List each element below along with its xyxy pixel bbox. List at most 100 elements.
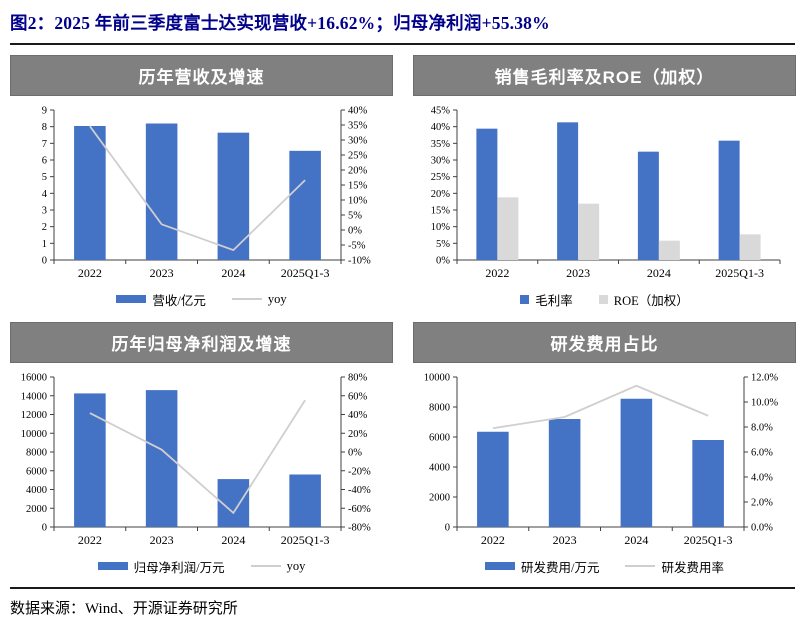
svg-text:4: 4 <box>42 189 48 200</box>
svg-text:2023: 2023 <box>566 266 590 280</box>
svg-text:2025Q1-3: 2025Q1-3 <box>684 533 733 547</box>
panel-net-profit: 历年归母净利润及增速 0 2000 4000 6000 8000 10000 12000 14… <box>10 322 393 575</box>
panel-rnd-expense-header: 研发费用占比 <box>413 322 796 363</box>
svg-text:6000: 6000 <box>429 433 450 444</box>
svg-text:4.0%: 4.0% <box>751 473 773 484</box>
svg-text:40%: 40% <box>431 122 451 133</box>
data-source: 数据来源：Wind、开源证券研究所 <box>10 587 795 618</box>
legend-bar-swatch <box>485 562 515 570</box>
svg-text:2000: 2000 <box>26 504 47 515</box>
svg-text:2022: 2022 <box>78 266 102 280</box>
svg-text:0.0%: 0.0% <box>751 523 773 534</box>
legend-item: ROE（加权） <box>598 290 689 309</box>
svg-text:5: 5 <box>42 172 47 183</box>
revenue-legend: 营收/亿元 yoy <box>10 290 393 308</box>
legend-item: 营收/亿元 <box>116 290 206 309</box>
svg-text:35%: 35% <box>348 121 368 132</box>
legend-line-swatch <box>250 565 281 567</box>
legend-label: 归母净利润/万元 <box>133 560 225 575</box>
legend-label: 毛利率 <box>535 293 573 308</box>
legend-bar-swatch <box>97 562 128 570</box>
svg-text:10000: 10000 <box>21 429 47 440</box>
svg-text:2: 2 <box>42 222 47 233</box>
svg-text:0%: 0% <box>436 256 450 267</box>
svg-text:20%: 20% <box>431 189 451 200</box>
svg-text:4000: 4000 <box>26 485 47 496</box>
svg-text:30%: 30% <box>431 156 451 167</box>
panel-margin-roe-header: 销售毛利率及ROE（加权） <box>413 55 796 96</box>
svg-text:5%: 5% <box>436 239 450 250</box>
legend-item: yoy <box>250 558 306 574</box>
svg-text:6.0%: 6.0% <box>751 448 773 459</box>
svg-text:0: 0 <box>42 256 47 267</box>
svg-text:4000: 4000 <box>429 463 450 474</box>
svg-text:2022: 2022 <box>485 266 509 280</box>
legend-label: 营收/亿元 <box>152 293 206 308</box>
svg-text:1: 1 <box>42 239 47 250</box>
svg-text:30%: 30% <box>348 136 368 147</box>
svg-text:2025Q1-3: 2025Q1-3 <box>281 266 330 280</box>
svg-text:10%: 10% <box>348 196 368 207</box>
legend-label: yoy <box>286 558 306 573</box>
legend-item: 研发费用率 <box>625 557 724 576</box>
legend-item: 归母净利润/万元 <box>97 557 225 576</box>
margin-roe-chart: 0% 5% 10% 15% 20% 25% 30% 35% 40% 45% 2022 2023 2024… <box>431 106 781 280</box>
panel-net-profit-header: 历年归母净利润及增速 <box>10 322 393 363</box>
legend-item: yoy <box>231 291 287 307</box>
legend-square-swatch <box>520 294 530 304</box>
svg-text:-80%: -80% <box>348 523 371 534</box>
panel-net-profit-title: 历年归母净利润及增速 <box>111 335 292 354</box>
legend-label: 研发费用/万元 <box>521 560 600 575</box>
svg-text:10%: 10% <box>431 222 451 233</box>
svg-text:2025Q1-3: 2025Q1-3 <box>715 266 764 280</box>
svg-text:6: 6 <box>42 156 47 167</box>
margin-roe-legend: 毛利率 ROE（加权） <box>413 290 796 308</box>
svg-text:15%: 15% <box>348 181 368 192</box>
legend-label: yoy <box>267 291 287 306</box>
svg-text:8000: 8000 <box>429 403 450 414</box>
svg-text:0: 0 <box>445 523 450 534</box>
svg-text:25%: 25% <box>348 151 368 162</box>
svg-text:2023: 2023 <box>553 533 577 547</box>
rnd-expense-legend: 研发费用/万元 研发费用率 <box>413 557 796 575</box>
legend-line-swatch <box>625 565 656 567</box>
net-profit-legend: 归母净利润/万元 yoy <box>10 557 393 575</box>
rnd-expense-chart: 0 2000 4000 6000 8000 10000 0.0% 2.0% 4.0% 6.0% 8.… <box>424 373 779 548</box>
svg-text:-10%: -10% <box>348 256 371 267</box>
svg-text:10000: 10000 <box>424 373 450 384</box>
legend-label: ROE（加权） <box>613 293 689 308</box>
legend-label: 研发费用率 <box>661 560 724 575</box>
svg-text:2022: 2022 <box>481 533 505 547</box>
svg-text:0: 0 <box>42 523 47 534</box>
panel-rnd-expense-title: 研发费用占比 <box>550 335 659 354</box>
svg-text:12000: 12000 <box>21 410 47 421</box>
svg-text:7: 7 <box>42 139 47 150</box>
panel-rnd-expense: 研发费用占比 0 2000 4000 6000 8000 10000 0.0% 2.0% 4.0… <box>413 322 796 575</box>
svg-text:60%: 60% <box>348 391 368 402</box>
panel-margin-roe: 销售毛利率及ROE（加权） 0% 5% 10% 15% 20% 25% 30% 35% 40% 4… <box>413 55 796 308</box>
svg-text:16000: 16000 <box>21 373 47 384</box>
svg-text:9: 9 <box>42 106 47 117</box>
svg-text:2023: 2023 <box>150 266 174 280</box>
svg-text:10.0%: 10.0% <box>751 398 778 409</box>
svg-text:25%: 25% <box>431 172 451 183</box>
svg-text:12.0%: 12.0% <box>751 373 778 384</box>
svg-text:2025Q1-3: 2025Q1-3 <box>281 533 330 547</box>
svg-text:2000: 2000 <box>429 493 450 504</box>
legend-bar-swatch <box>116 295 147 303</box>
svg-text:2.0%: 2.0% <box>751 498 773 509</box>
panel-revenue: 历年营收及增速 0 1 2 3 4 5 6 7 8 9 -10% -5% 0% 5% 10% 15% 20% 25… <box>10 55 393 308</box>
panel-margin-roe-title: 销售毛利率及ROE（加权） <box>494 68 715 87</box>
panel-revenue-header: 历年营收及增速 <box>10 55 393 96</box>
svg-text:80%: 80% <box>348 373 368 384</box>
charts-grid: 历年营收及增速 0 1 2 3 4 5 6 7 8 9 -10% -5% 0% 5% 10% 15% 20% 25… <box>10 55 796 575</box>
svg-text:40%: 40% <box>348 410 368 421</box>
net-profit-chart: 0 2000 4000 6000 8000 10000 12000 14000 16000 -80… <box>21 373 371 548</box>
svg-text:-40%: -40% <box>348 485 371 496</box>
svg-text:0%: 0% <box>348 448 362 459</box>
legend-item: 研发费用/万元 <box>485 557 599 576</box>
figure-title: 图2：2025 年前三季度富士达实现营收+16.62%；归母净利润+55.38% <box>10 6 795 45</box>
legend-line-swatch <box>231 298 262 300</box>
svg-text:35%: 35% <box>431 139 451 150</box>
